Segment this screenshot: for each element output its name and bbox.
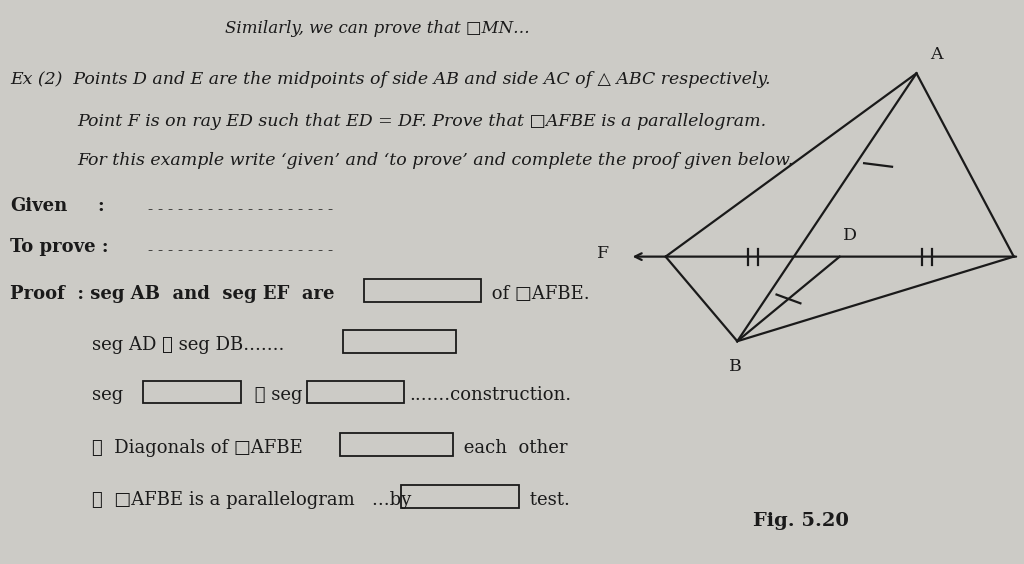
Text: Given: Given [10, 197, 68, 215]
Text: Proof  : seg AB  and  seg EF  are: Proof : seg AB and seg EF are [10, 285, 335, 303]
Text: each  other: each other [458, 439, 567, 457]
Text: F: F [597, 245, 609, 262]
Text: D: D [843, 227, 857, 244]
Text: - - - - - - - - - - - - - - - - - - -: - - - - - - - - - - - - - - - - - - - [148, 203, 334, 217]
Text: Fig. 5.20: Fig. 5.20 [753, 512, 849, 530]
Text: - - - - - - - - - - - - - - - - - - -: - - - - - - - - - - - - - - - - - - - [148, 244, 334, 258]
Text: Point F is on ray ED such that ED = DF. Prove that □AFBE is a parallelogram.: Point F is on ray ED such that ED = DF. … [77, 113, 766, 130]
Text: Ex (2)  Points D and E are the midpoints of side AB and side AC of △ ABC respect: Ex (2) Points D and E are the midpoints … [10, 70, 771, 87]
Text: B: B [729, 358, 741, 375]
Text: test.: test. [524, 491, 570, 509]
Text: ≅ seg: ≅ seg [249, 386, 302, 404]
Text: For this example write ‘given’ and ‘to prove’ and complete the proof given below: For this example write ‘given’ and ‘to p… [77, 152, 794, 169]
Text: A: A [930, 46, 942, 63]
Text: of □AFBE.: of □AFBE. [486, 285, 590, 303]
Text: ∴  □AFBE is a parallelogram   ...by: ∴ □AFBE is a parallelogram ...by [92, 491, 412, 509]
Text: To prove :: To prove : [10, 238, 109, 256]
Text: :: : [97, 197, 103, 215]
Text: ∴  Diagonals of □AFBE: ∴ Diagonals of □AFBE [92, 439, 303, 457]
Text: seg AD ≅ seg DB.......: seg AD ≅ seg DB....... [92, 336, 285, 354]
Text: Similarly, we can prove that □MN…: Similarly, we can prove that □MN… [225, 20, 530, 37]
Text: seg: seg [92, 386, 124, 404]
Text: .......construction.: .......construction. [410, 386, 571, 404]
